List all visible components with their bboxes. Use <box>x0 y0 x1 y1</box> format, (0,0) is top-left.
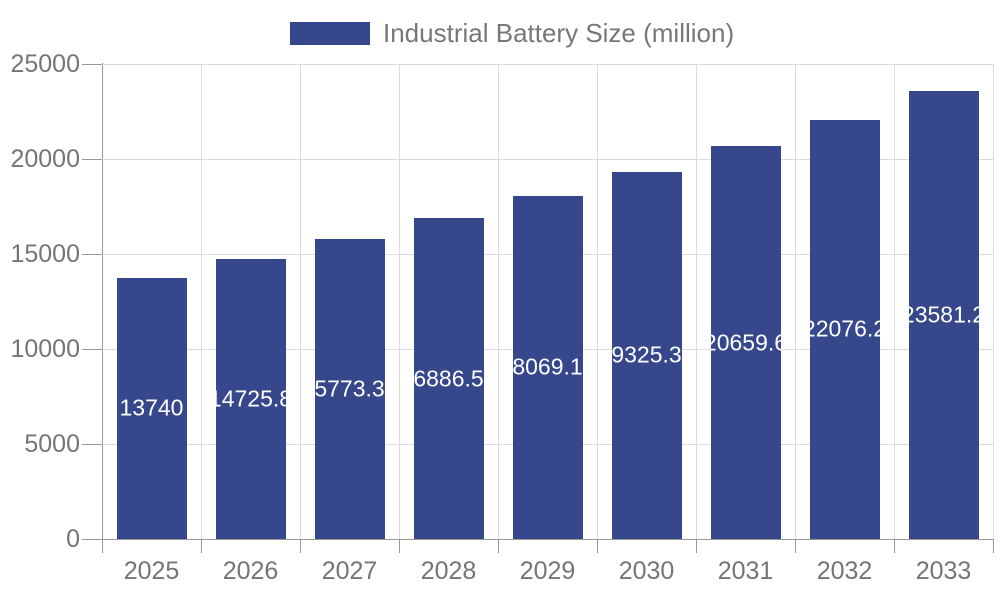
bar-2031[interactable]: 20659.6 <box>710 146 781 539</box>
x-axis-tick-label: 2028 <box>420 557 477 585</box>
x-axis-tick-label: 2030 <box>618 557 675 585</box>
bar-value-label: 18069.12 <box>512 353 583 380</box>
x-gridline <box>200 64 202 539</box>
y-tick <box>82 158 102 160</box>
x-axis-tick-label: 2025 <box>123 557 180 585</box>
x-gridline <box>794 64 796 539</box>
bar-value-label: 15773.34 <box>314 375 385 402</box>
x-gridline <box>596 64 598 539</box>
y-axis-tick-label: 10000 <box>10 335 80 363</box>
x-axis-tick-label: 2033 <box>915 557 972 585</box>
y-tick <box>82 253 102 255</box>
x-axis-tick-label: 2031 <box>717 557 774 585</box>
x-gridline <box>497 64 499 539</box>
x-axis-line <box>102 539 994 540</box>
legend-label[interactable]: Industrial Battery Size (million) <box>383 18 735 48</box>
y-gridline <box>102 158 993 160</box>
x-axis-tick-label: 2026 <box>222 557 279 585</box>
legend-swatch[interactable] <box>290 21 370 45</box>
x-gridline <box>893 64 895 539</box>
x-gridline <box>398 64 400 539</box>
bar-value-label: 13740 <box>119 394 184 421</box>
bar-2027[interactable]: 15773.34 <box>314 239 385 539</box>
x-tick <box>794 540 796 553</box>
x-tick <box>200 540 202 553</box>
x-gridline <box>695 64 697 539</box>
bar-2029[interactable]: 18069.12 <box>512 195 583 539</box>
y-tick <box>82 538 102 540</box>
x-gridline <box>299 64 301 539</box>
bar-value-label: 20659.6 <box>711 329 781 356</box>
x-tick <box>299 540 301 553</box>
legend[interactable]: Industrial Battery Size (million) <box>290 20 734 46</box>
bar-value-label: 14725.8 <box>216 385 286 412</box>
y-axis-tick-label: 20000 <box>10 145 80 173</box>
x-gridline <box>992 64 994 539</box>
x-tick <box>497 540 499 553</box>
x-tick <box>893 540 895 553</box>
y-axis-tick-label: 5000 <box>24 430 80 458</box>
bar-2025[interactable]: 13740 <box>116 277 187 539</box>
y-tick <box>82 443 102 445</box>
bar-2032[interactable]: 22076.2 <box>809 119 880 539</box>
y-axis-line <box>102 63 103 539</box>
bar-2026[interactable]: 14725.8 <box>215 259 286 539</box>
x-tick <box>992 540 994 553</box>
bar-value-label: 22076.2 <box>810 315 880 342</box>
bar-value-label: 23581.2 <box>909 301 979 328</box>
x-tick <box>101 540 103 553</box>
y-tick <box>82 63 102 65</box>
y-gridline <box>102 63 993 65</box>
bar-2033[interactable]: 23581.2 <box>908 90 979 539</box>
x-axis-tick-label: 2029 <box>519 557 576 585</box>
x-tick <box>695 540 697 553</box>
bar-value-label: 16886.58 <box>413 365 484 392</box>
x-axis-tick-label: 2032 <box>816 557 873 585</box>
x-tick <box>398 540 400 553</box>
y-axis-tick-label: 0 <box>66 525 80 553</box>
y-tick <box>82 348 102 350</box>
y-axis-tick-label: 15000 <box>10 240 80 268</box>
y-axis-tick-label: 25000 <box>10 50 80 78</box>
x-tick <box>596 540 598 553</box>
bar-2028[interactable]: 16886.58 <box>413 218 484 539</box>
x-axis-tick-label: 2027 <box>321 557 378 585</box>
